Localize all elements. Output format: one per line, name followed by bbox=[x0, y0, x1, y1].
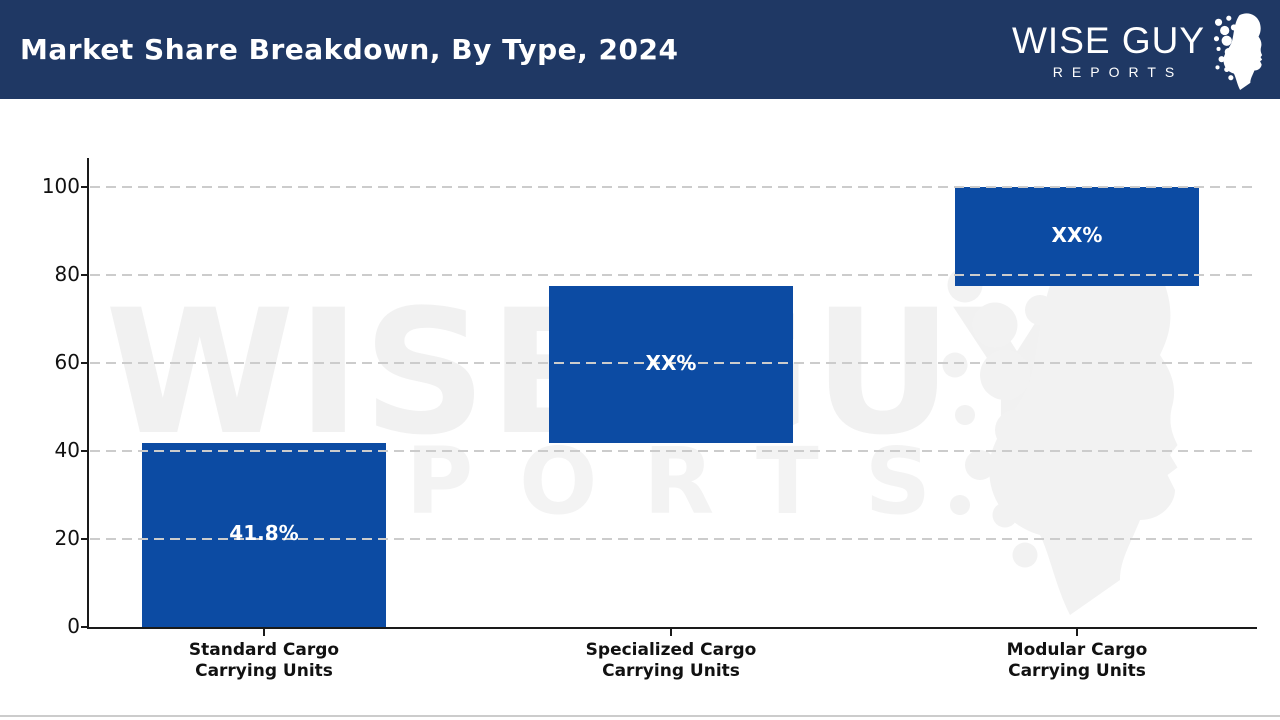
watermark-head-logo bbox=[942, 241, 1178, 615]
logo-head-icon bbox=[1213, 13, 1263, 90]
y-tickmark-0 bbox=[81, 626, 88, 628]
logo-wordmark: WISE GUY bbox=[1012, 20, 1206, 61]
y-tickmark-40 bbox=[81, 450, 88, 452]
gridline-y-60 bbox=[90, 362, 1257, 364]
y-tick-label-80: 80 bbox=[54, 262, 80, 286]
gridline-y-80 bbox=[90, 274, 1257, 276]
gridline-y-40 bbox=[90, 450, 1257, 452]
bar-value-label-3: XX% bbox=[1051, 222, 1103, 247]
y-tick-label-0: 0 bbox=[67, 614, 80, 638]
x-category-label-3: Modular Cargo Carrying Units bbox=[1006, 640, 1148, 681]
y-tickmark-80 bbox=[81, 274, 88, 276]
x-tickmark-1 bbox=[263, 629, 265, 636]
x-tickmark-2 bbox=[670, 629, 672, 636]
y-tickmark-60 bbox=[81, 362, 88, 364]
bar-value-label-1: 41.8% bbox=[229, 521, 299, 546]
y-tick-label-100: 100 bbox=[41, 174, 80, 198]
y-tick-label-40: 40 bbox=[54, 438, 80, 462]
logo-text: WISE GUY REPORTS bbox=[1012, 20, 1206, 80]
x-axis-line bbox=[87, 627, 1257, 629]
bar-3 bbox=[955, 187, 1199, 286]
bar-1 bbox=[142, 443, 386, 627]
gridline-y-20 bbox=[90, 538, 1257, 540]
gridline-y-100 bbox=[90, 186, 1257, 188]
y-tick-label-20: 20 bbox=[54, 526, 80, 550]
wise-guy-reports-logo: WISE GUY REPORTS bbox=[1012, 8, 1263, 92]
logo-subtitle: REPORTS bbox=[1052, 64, 1184, 80]
page-title: Market Share Breakdown, By Type, 2024 bbox=[20, 33, 679, 66]
bar-value-label-2: XX% bbox=[645, 350, 697, 375]
bottom-divider bbox=[0, 715, 1280, 717]
bar-2 bbox=[549, 286, 793, 444]
y-tickmark-20 bbox=[81, 538, 88, 540]
x-tickmark-3 bbox=[1076, 629, 1078, 636]
y-axis-line bbox=[87, 158, 89, 629]
x-category-label-2: Specialized Cargo Carrying Units bbox=[585, 640, 757, 681]
header-banner: Market Share Breakdown, By Type, 2024 WI… bbox=[0, 0, 1280, 99]
y-tick-label-60: 60 bbox=[54, 350, 80, 374]
x-category-label-1: Standard Cargo Carrying Units bbox=[188, 640, 340, 681]
y-tickmark-100 bbox=[81, 186, 88, 188]
